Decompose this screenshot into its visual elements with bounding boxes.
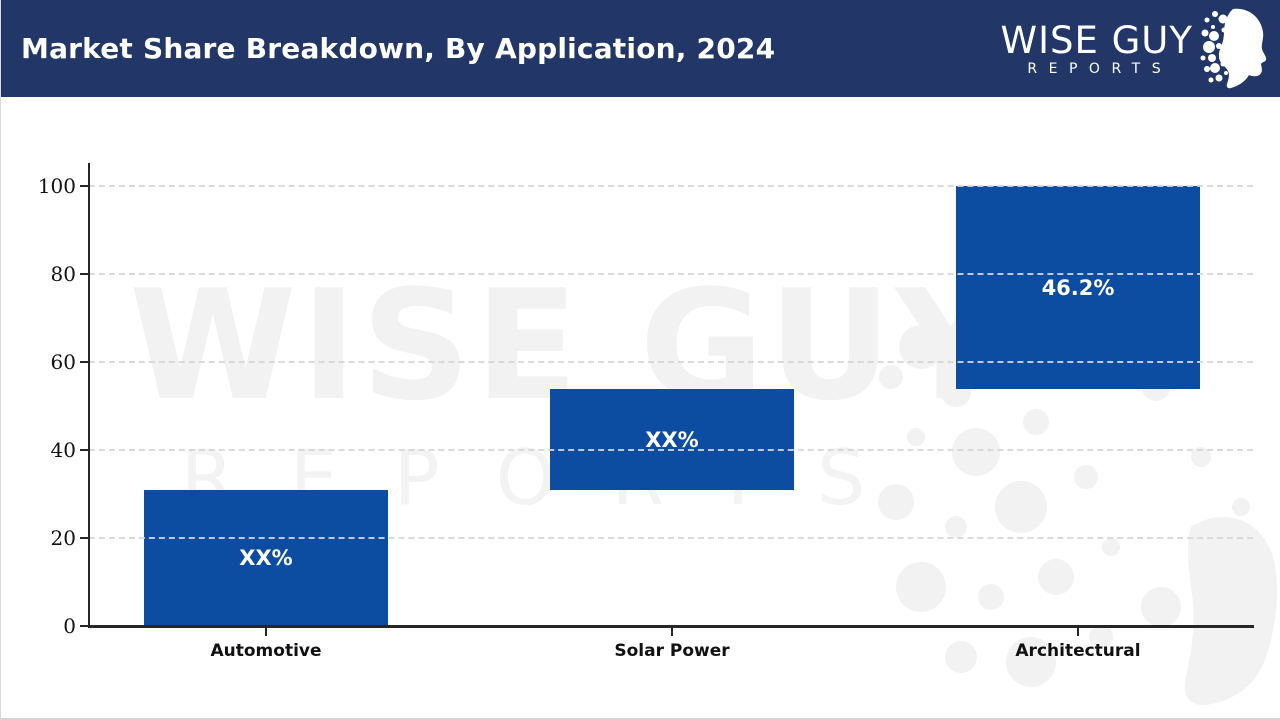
- y-tick-label: 20: [50, 526, 76, 550]
- logo-wordmark: WISE GUY: [1000, 18, 1193, 62]
- x-category-label: Automotive: [210, 641, 322, 661]
- bar-solar-power: [550, 389, 794, 491]
- wise-guy-logo: WISE GUY REPORTS: [1001, 6, 1280, 92]
- x-category-label: Architectural: [1015, 641, 1141, 661]
- bar-value-label: XX%: [239, 546, 293, 571]
- x-category-label: Solar Power: [614, 641, 730, 661]
- y-tick-mark: [80, 449, 88, 451]
- y-tick-mark: [80, 625, 88, 627]
- gridline-20: [89, 537, 1253, 539]
- logo-face-icon: [1200, 8, 1267, 88]
- bar-value-label: XX%: [645, 427, 699, 452]
- gridline-80: [89, 273, 1253, 275]
- gridline-100: [89, 185, 1253, 187]
- x-tick-mark: [1077, 628, 1079, 636]
- y-axis-line: [88, 163, 90, 627]
- logo-text: WISE GUY REPORTS: [1001, 22, 1193, 76]
- plot: 0 20 40 60 80 100 XX% Automotive XX% Solar Power 4…: [1, 97, 1280, 718]
- gridline-60: [89, 361, 1253, 363]
- y-tick-mark: [80, 361, 88, 363]
- y-tick-label: 80: [50, 262, 76, 286]
- chart-title: Market Share Breakdown, By Application, …: [21, 32, 776, 65]
- x-tick-mark: [265, 628, 267, 636]
- gridline-40: [89, 449, 1253, 451]
- bar-automotive: [144, 490, 388, 626]
- bar-value-label: 46.2%: [1041, 275, 1115, 300]
- y-tick-mark: [80, 273, 88, 275]
- y-tick-mark: [80, 185, 88, 187]
- y-tick-mark: [80, 537, 88, 539]
- bar-architectural: [956, 186, 1200, 390]
- y-tick-label: 100: [37, 174, 76, 198]
- x-axis-line: [88, 625, 1254, 628]
- x-tick-mark: [671, 628, 673, 636]
- header-banner: Market Share Breakdown, By Application, …: [1, 0, 1280, 97]
- y-tick-label: 0: [63, 614, 76, 638]
- y-tick-label: 60: [50, 350, 76, 374]
- y-tick-label: 40: [50, 438, 76, 462]
- logo-subtext: REPORTS: [1027, 60, 1173, 77]
